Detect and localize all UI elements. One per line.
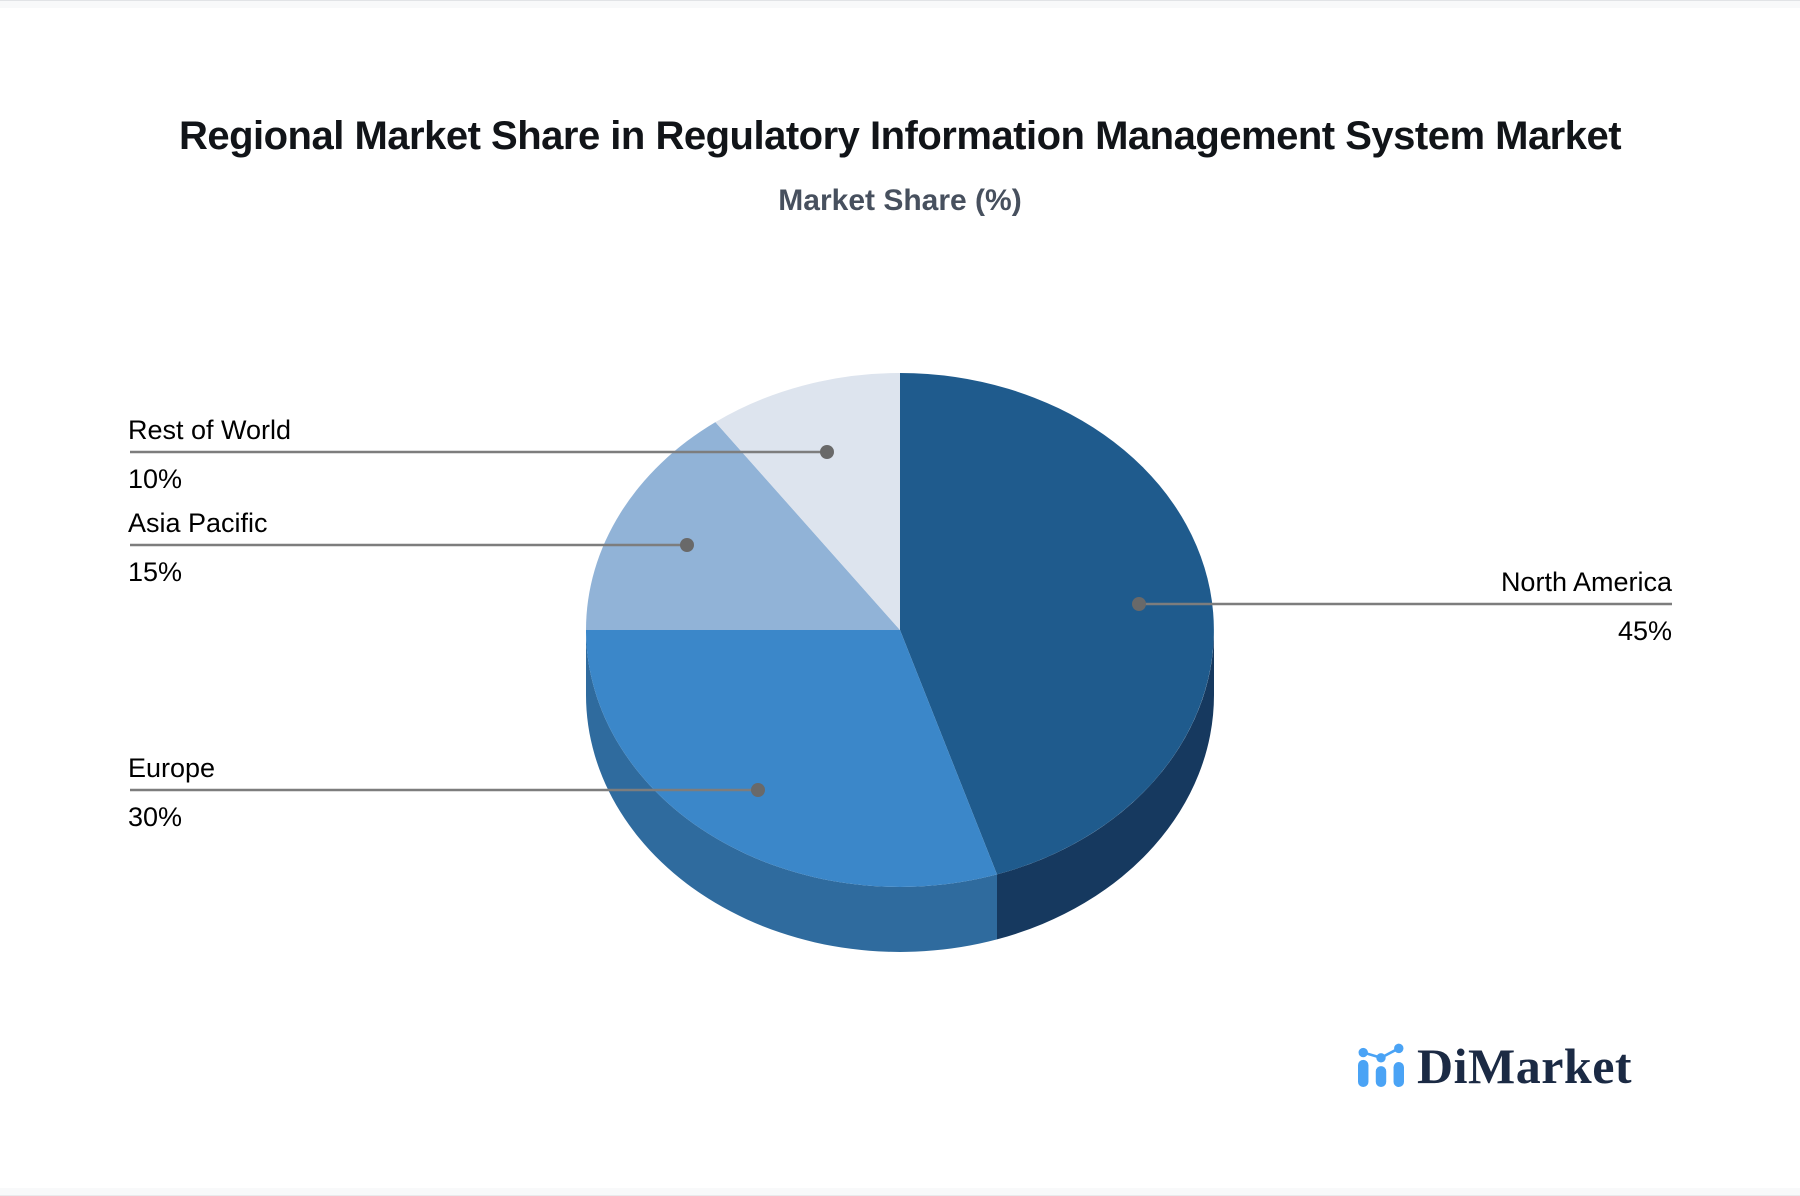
pie-side-north-america xyxy=(997,630,1214,940)
pie-slice-europe xyxy=(586,630,997,887)
value-asia-pacific: 15% xyxy=(128,557,183,587)
leader-dot-asia-pacific xyxy=(680,538,694,552)
bar-chart-logo-icon xyxy=(1358,1043,1404,1088)
leader-dot-north-america xyxy=(1132,597,1146,611)
label-asia-pacific: Asia Pacific xyxy=(128,508,268,538)
leader-lines xyxy=(130,450,1672,792)
pie-slice-north-america xyxy=(900,373,1214,875)
dimarket-logo: DiMarket xyxy=(1358,1030,1633,1094)
leader-dot-rest-of-world xyxy=(820,445,834,459)
label-europe: Europe xyxy=(128,753,216,783)
pie-slice-rest-of-world xyxy=(715,373,900,630)
label-north-america: North America xyxy=(1500,567,1672,597)
pie-side-europe xyxy=(586,630,997,952)
label-rest-of-world: Rest of World xyxy=(128,415,292,445)
leader-dot-europe xyxy=(751,783,765,797)
value-europe: 30% xyxy=(128,802,183,832)
chart-subtitle: Market Share (%) xyxy=(778,184,1022,217)
top-edge-strip xyxy=(0,0,1800,8)
chart-title: Regional Market Share in Regulatory Info… xyxy=(178,114,1622,158)
value-north-america: 45% xyxy=(1617,616,1672,646)
leader-dots xyxy=(680,445,1146,797)
pie-slice-asia-pacific xyxy=(586,422,900,630)
value-rest-of-world: 10% xyxy=(128,464,183,494)
logo-text: DiMarket xyxy=(1417,1038,1633,1094)
